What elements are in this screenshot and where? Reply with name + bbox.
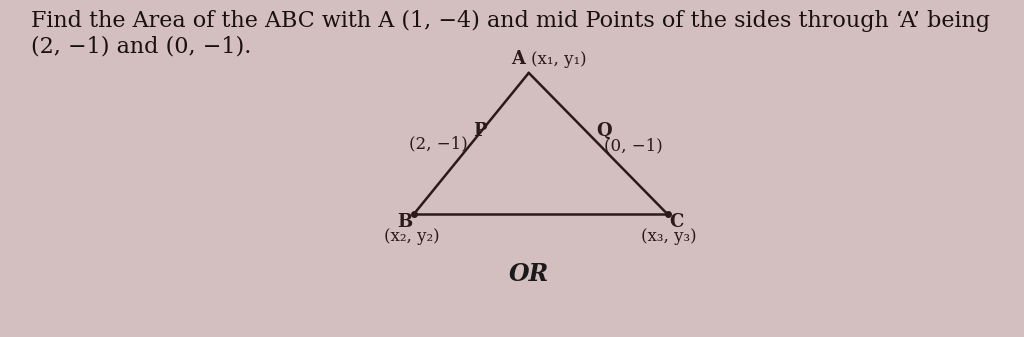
Text: (0, −1): (0, −1)	[604, 137, 663, 154]
Text: A: A	[511, 50, 524, 68]
Text: (x₂, y₂): (x₂, y₂)	[384, 228, 440, 245]
Text: (x₃, y₃): (x₃, y₃)	[641, 228, 697, 245]
Text: Find the Area of the ABC with A (1, −4) and mid Points of the sides through ‘A’ : Find the Area of the ABC with A (1, −4) …	[31, 10, 990, 58]
Text: P: P	[473, 122, 486, 140]
Text: OR: OR	[509, 262, 549, 286]
Text: C: C	[670, 213, 684, 231]
Text: Q: Q	[596, 122, 612, 140]
Text: (x₁, y₁): (x₁, y₁)	[531, 51, 587, 68]
Text: B: B	[397, 213, 412, 231]
Text: (2, −1): (2, −1)	[409, 135, 468, 152]
